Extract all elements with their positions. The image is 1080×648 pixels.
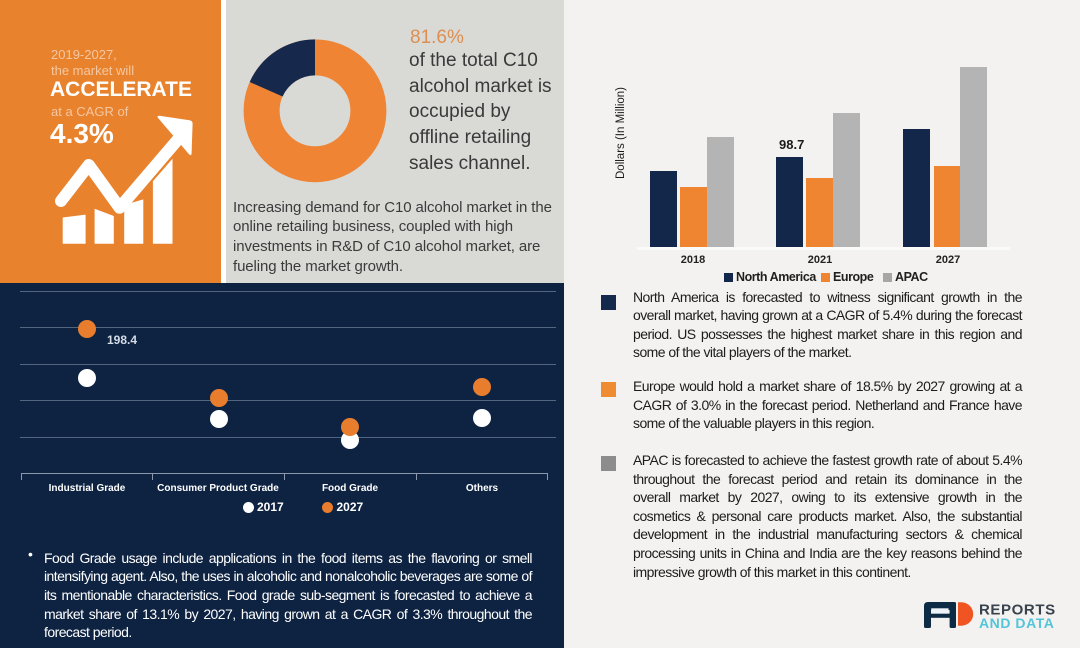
svg-text:AND DATA: AND DATA (979, 615, 1054, 631)
svg-text:REPORTS: REPORTS (979, 602, 1056, 619)
